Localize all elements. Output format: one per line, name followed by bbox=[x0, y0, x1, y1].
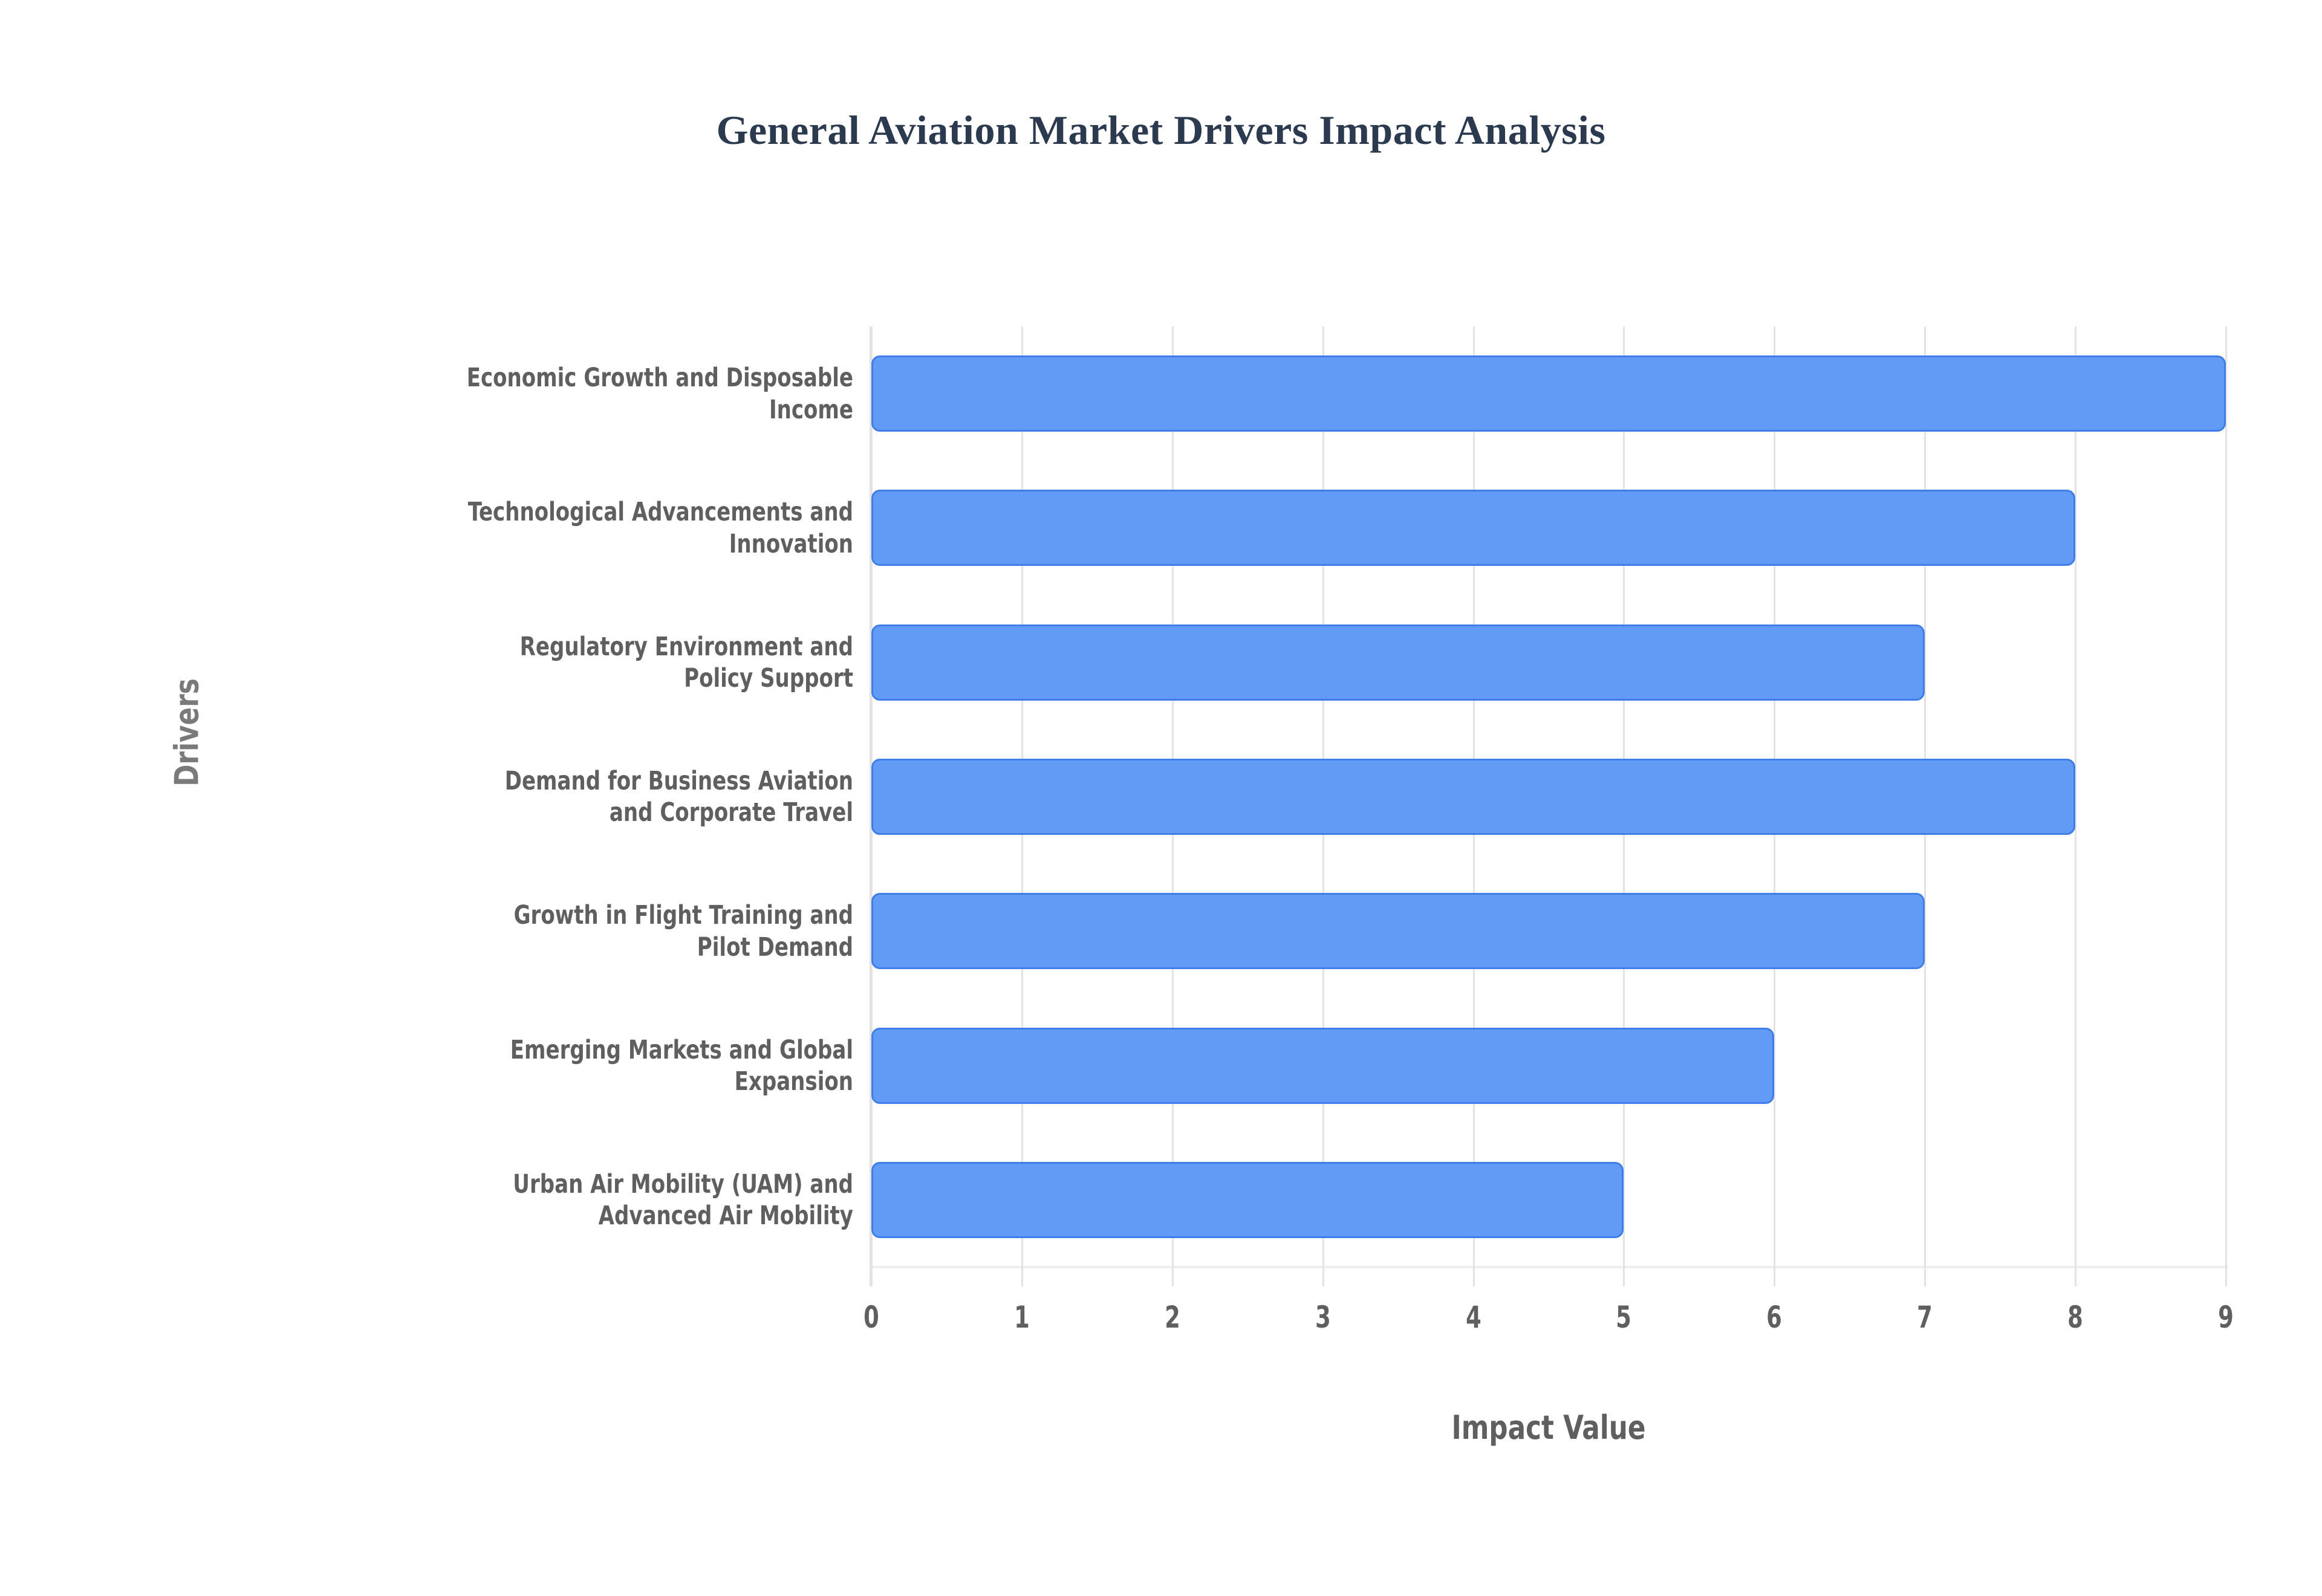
x-tick-label: 2 bbox=[1164, 1300, 1180, 1335]
bar[interactable] bbox=[871, 1161, 1624, 1238]
y-tick-label-line: Pilot Demand bbox=[697, 932, 853, 962]
y-axis-title: Drivers bbox=[167, 678, 206, 787]
x-tick-label: 3 bbox=[1315, 1300, 1331, 1335]
bar-row bbox=[871, 998, 2226, 1132]
y-tick-label: Technological Advancements and Innovation bbox=[321, 496, 853, 560]
y-tick-label-line: Expansion bbox=[734, 1066, 853, 1097]
bar-row bbox=[871, 326, 2226, 461]
gridline bbox=[2075, 326, 2077, 1286]
bar[interactable] bbox=[871, 758, 2076, 835]
x-tick-label: 6 bbox=[1766, 1300, 1783, 1335]
bar[interactable] bbox=[871, 355, 2226, 432]
gridline bbox=[2225, 326, 2227, 1286]
y-tick-label: Growth in Flight Training and Pilot Deman… bbox=[321, 900, 853, 963]
x-tick-label: 4 bbox=[1465, 1300, 1481, 1335]
y-tick-label-line: Demand for Business Aviation bbox=[504, 766, 853, 796]
y-tick-label: Economic Growth and Disposable Income bbox=[321, 362, 853, 426]
y-tick-label-line: Urban Air Mobility (UAM) and bbox=[513, 1169, 853, 1199]
page-title: General Aviation Market Drivers Impact A… bbox=[716, 107, 1606, 153]
y-tick-label: Emerging Markets and Global Expansion bbox=[321, 1034, 853, 1098]
y-tick-label-line: Policy Support bbox=[684, 663, 853, 694]
y-tick-label: Regulatory Environment and Policy Support bbox=[321, 631, 853, 695]
bar-row bbox=[871, 595, 2226, 730]
y-tick-label-line: Innovation bbox=[729, 528, 853, 559]
y-tick-label: Demand for Business Aviation and Corporat… bbox=[321, 765, 853, 829]
y-tick-label-line: Growth in Flight Training and bbox=[513, 900, 853, 931]
x-tick-label: 5 bbox=[1616, 1300, 1632, 1335]
y-tick-label-line: Emerging Markets and Global bbox=[510, 1034, 853, 1065]
x-tick-label: 9 bbox=[2218, 1300, 2234, 1335]
x-tick-label: 1 bbox=[1014, 1300, 1030, 1335]
x-tick-label: 8 bbox=[2067, 1300, 2083, 1335]
y-tick-label-line: Technological Advancements and bbox=[467, 497, 853, 528]
bar[interactable] bbox=[871, 490, 2076, 566]
bar-row bbox=[871, 1133, 2226, 1267]
x-axis-spine bbox=[871, 1266, 2228, 1268]
y-tick-label-line: Regulatory Environment and bbox=[519, 631, 853, 662]
bar[interactable] bbox=[871, 1027, 1775, 1104]
bar-row bbox=[871, 730, 2226, 864]
x-tick-label: 7 bbox=[1917, 1300, 1933, 1335]
y-tick-label-line: Economic Growth and Disposable bbox=[466, 363, 853, 394]
bar[interactable] bbox=[871, 893, 1925, 970]
y-tick-label-line: Advanced Air Mobility bbox=[598, 1201, 853, 1231]
y-tick-label: Urban Air Mobility (UAM) and Advanced Air… bbox=[321, 1169, 853, 1232]
bar-row bbox=[871, 864, 2226, 998]
x-axis-title: Impact Value bbox=[1451, 1409, 1646, 1447]
x-tick-label: 0 bbox=[863, 1300, 879, 1335]
bar-row bbox=[871, 461, 2226, 595]
y-tick-label-line: and Corporate Travel bbox=[609, 797, 853, 828]
bar[interactable] bbox=[871, 624, 1925, 701]
y-tick-label-line: Income bbox=[769, 394, 853, 425]
